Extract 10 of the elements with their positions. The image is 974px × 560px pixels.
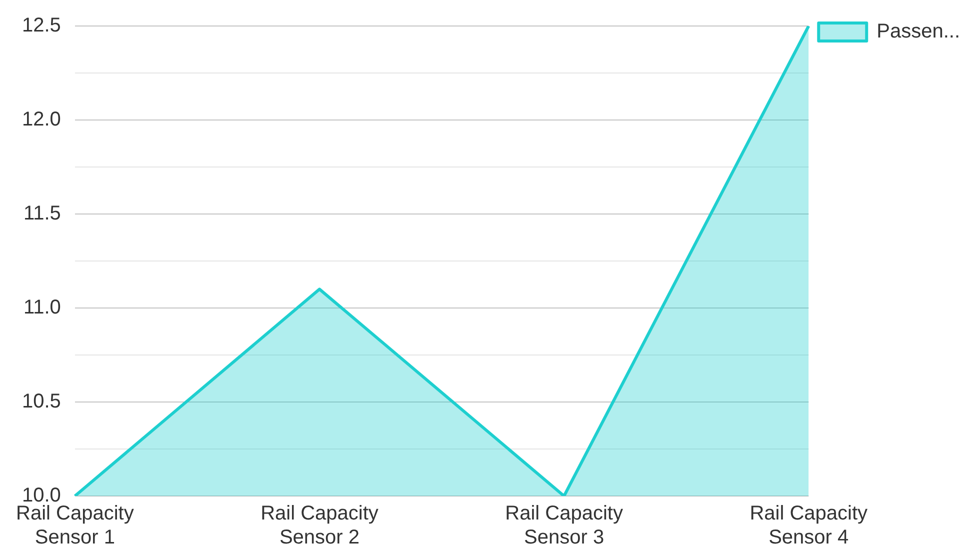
y-tick-label: 12.0 — [22, 108, 61, 131]
y-tick-label: 11.5 — [23, 202, 61, 225]
x-tick-label: Rail Capacity Sensor 2 — [260, 502, 378, 549]
x-tick-label: Rail Capacity Sensor 3 — [505, 502, 623, 549]
y-tick-label: 11.0 — [23, 296, 61, 319]
y-tick-label: 12.5 — [22, 14, 61, 37]
legend-label: Passen... — [876, 20, 960, 43]
x-tick-label: Rail Capacity Sensor 1 — [16, 502, 134, 549]
x-tick-label: Rail Capacity Sensor 4 — [750, 502, 868, 549]
y-tick-label: 10.5 — [22, 390, 61, 413]
